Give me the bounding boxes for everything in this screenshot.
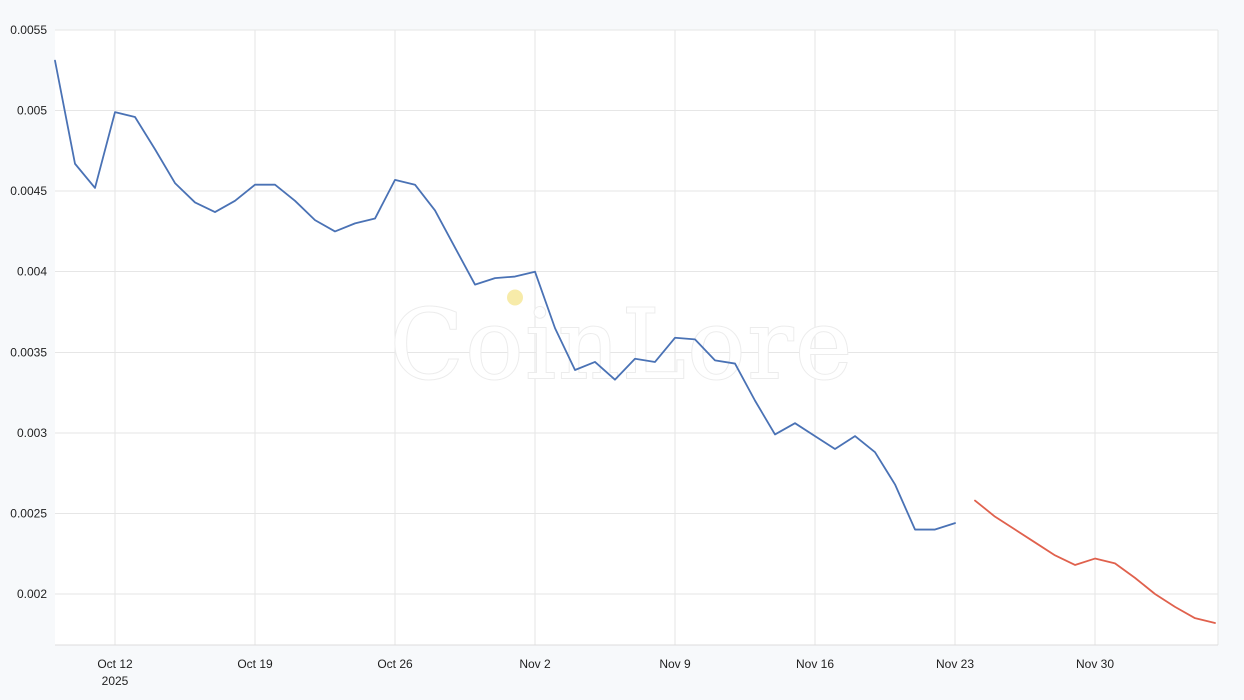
series-lines [54, 59, 1216, 624]
x-tick-label: Oct 19 [237, 657, 273, 671]
x-tick-label: Oct 26 [377, 657, 413, 671]
x-tick-label: Nov 23 [936, 657, 974, 671]
x-tick-sublabel: 2025 [102, 674, 129, 688]
price-line [54, 59, 956, 531]
y-tick-label: 0.0025 [10, 506, 47, 520]
x-tick-label: Oct 12 [97, 657, 133, 671]
highlight-point [507, 289, 523, 306]
plot-area [55, 30, 1218, 645]
x-tick-label: Nov 9 [659, 657, 691, 671]
y-tick-label: 0.003 [17, 426, 47, 440]
y-tick-label: 0.002 [17, 587, 47, 601]
y-tick-label: 0.004 [17, 265, 47, 279]
forecast-line [974, 499, 1216, 624]
y-tick-label: 0.005 [17, 104, 47, 118]
x-tick-label: Nov 30 [1076, 657, 1114, 671]
x-tick-label: Nov 16 [796, 657, 834, 671]
y-tick-label: 0.0055 [10, 23, 47, 37]
y-tick-label: 0.0045 [10, 184, 47, 198]
x-tick-label: Nov 2 [519, 657, 551, 671]
y-tick-label: 0.0035 [10, 345, 47, 359]
coinlore-watermark: CoinLore [390, 289, 854, 401]
axis-labels: 0.002 0.0025 0.003 0.0035 0.004 0.0045 0.005 0.… [10, 23, 1114, 688]
gridlines [55, 29, 1219, 646]
